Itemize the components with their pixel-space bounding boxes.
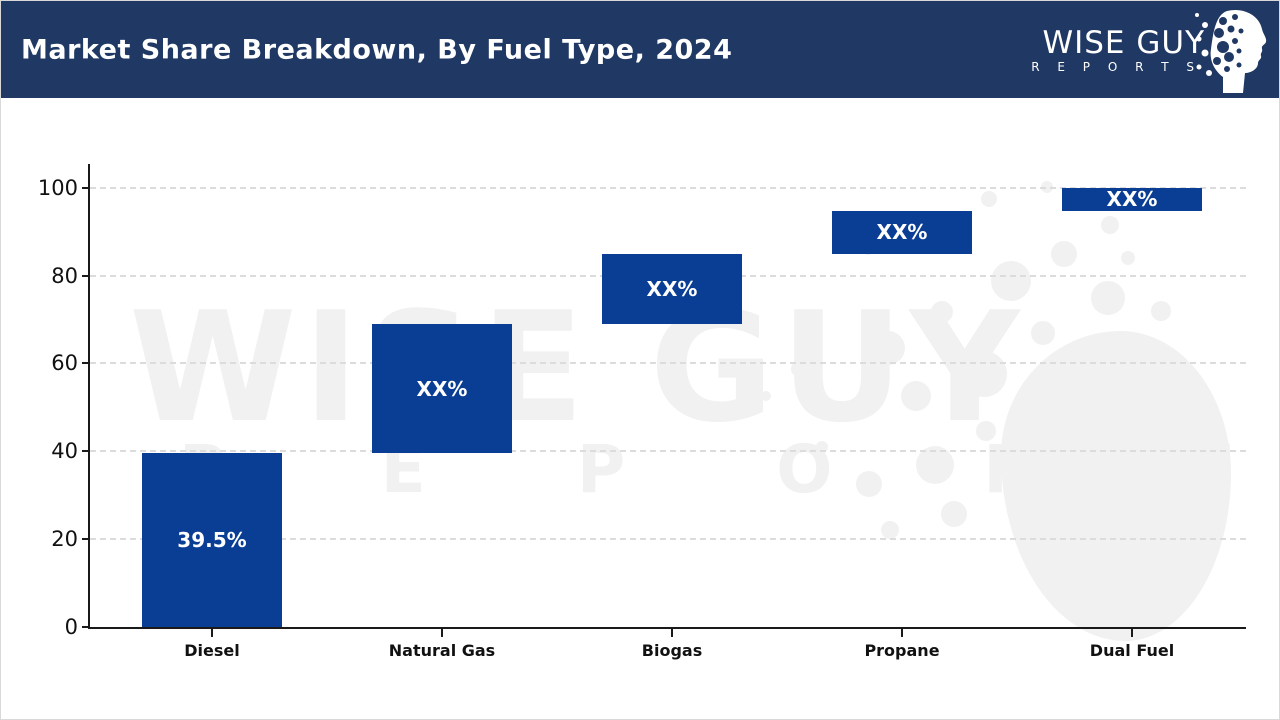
gridline-20 bbox=[90, 538, 1246, 541]
watermark-dot bbox=[941, 501, 967, 527]
bar-value-label-dual-fuel: XX% bbox=[1106, 187, 1158, 212]
x-axis bbox=[88, 627, 1246, 629]
watermark-dot bbox=[856, 471, 882, 497]
bar-dual-fuel bbox=[1062, 187, 1202, 211]
watermark-dot bbox=[791, 361, 807, 377]
bar-propane bbox=[832, 210, 972, 254]
y-tick-label-20: 20 bbox=[51, 527, 78, 552]
y-axis-tick-100 bbox=[82, 186, 90, 189]
x-tick-label-diesel: Diesel bbox=[184, 641, 240, 660]
bar-biogas bbox=[602, 253, 742, 324]
y-axis-tick-60 bbox=[82, 362, 90, 365]
watermark-dot bbox=[1031, 321, 1055, 345]
watermark-dot bbox=[1051, 241, 1077, 267]
x-axis-tick-natural-gas bbox=[441, 629, 443, 637]
watermark-dot bbox=[931, 301, 953, 323]
logo-head-icon bbox=[1195, 10, 1267, 93]
bar-value-label-diesel: 39.5% bbox=[177, 528, 247, 553]
x-tick-label-natural-gas: Natural Gas bbox=[388, 641, 496, 660]
watermark-dot bbox=[981, 191, 997, 207]
x-tick-label-propane: Propane bbox=[864, 641, 940, 660]
watermark-dot bbox=[991, 261, 1031, 301]
bar-natural-gas bbox=[372, 323, 512, 454]
y-tick-label-100: 100 bbox=[37, 175, 78, 200]
y-axis-tick-40 bbox=[82, 450, 90, 453]
watermark-dot bbox=[816, 441, 828, 453]
y-axis-tick-20 bbox=[82, 538, 90, 541]
watermark-dot bbox=[901, 381, 931, 411]
y-tick-label-0: 0 bbox=[64, 615, 78, 639]
bar-value-label-biogas: XX% bbox=[646, 276, 698, 301]
y-tick-label-40: 40 bbox=[51, 439, 78, 464]
watermark-dot bbox=[871, 331, 905, 365]
watermark-dot bbox=[881, 521, 899, 539]
watermark-head-silhouette bbox=[1001, 331, 1231, 641]
x-axis-tick-biogas bbox=[671, 629, 673, 637]
x-axis-tick-propane bbox=[901, 629, 903, 637]
watermark-dot bbox=[961, 351, 1007, 397]
watermark-dot bbox=[1151, 301, 1171, 321]
watermark-dot bbox=[1091, 281, 1125, 315]
watermark-dot bbox=[761, 391, 771, 401]
y-tick-label-60: 60 bbox=[51, 351, 78, 376]
wise-guy-reports-logo: WISE GUY R E P O R T S bbox=[1017, 1, 1267, 98]
watermark-dot bbox=[976, 421, 996, 441]
logo-subtext: R E P O R T S bbox=[1031, 60, 1201, 74]
page-title: Market Share Breakdown, By Fuel Type, 20… bbox=[21, 34, 733, 65]
header-bar: Market Share Breakdown, By Fuel Type, 20… bbox=[1, 1, 1279, 98]
watermark-dot bbox=[916, 446, 954, 484]
x-tick-label-biogas: Biogas bbox=[641, 641, 703, 660]
bar-value-label-natural-gas: XX% bbox=[416, 376, 468, 401]
watermark-dot bbox=[1121, 251, 1135, 265]
y-tick-label-80: 80 bbox=[51, 263, 78, 288]
watermark-dot bbox=[831, 401, 851, 421]
gridline-100 bbox=[90, 186, 1246, 189]
logo-wordmark: WISE GUY bbox=[1042, 25, 1205, 61]
gridline-40 bbox=[90, 450, 1246, 453]
x-axis-tick-dual-fuel bbox=[1131, 629, 1133, 637]
x-tick-label-dual-fuel: Dual Fuel bbox=[1089, 641, 1175, 660]
bar-diesel bbox=[142, 453, 282, 627]
gridline-60 bbox=[90, 362, 1246, 365]
y-axis bbox=[88, 164, 90, 629]
y-axis-tick-80 bbox=[82, 274, 90, 277]
watermark-text-wiseguy: WISE GUY bbox=[129, 279, 1026, 456]
watermark-dot bbox=[1101, 216, 1119, 234]
bar-value-label-propane: XX% bbox=[876, 220, 928, 245]
x-axis-tick-diesel bbox=[211, 629, 213, 637]
y-axis-tick-0 bbox=[82, 626, 90, 628]
